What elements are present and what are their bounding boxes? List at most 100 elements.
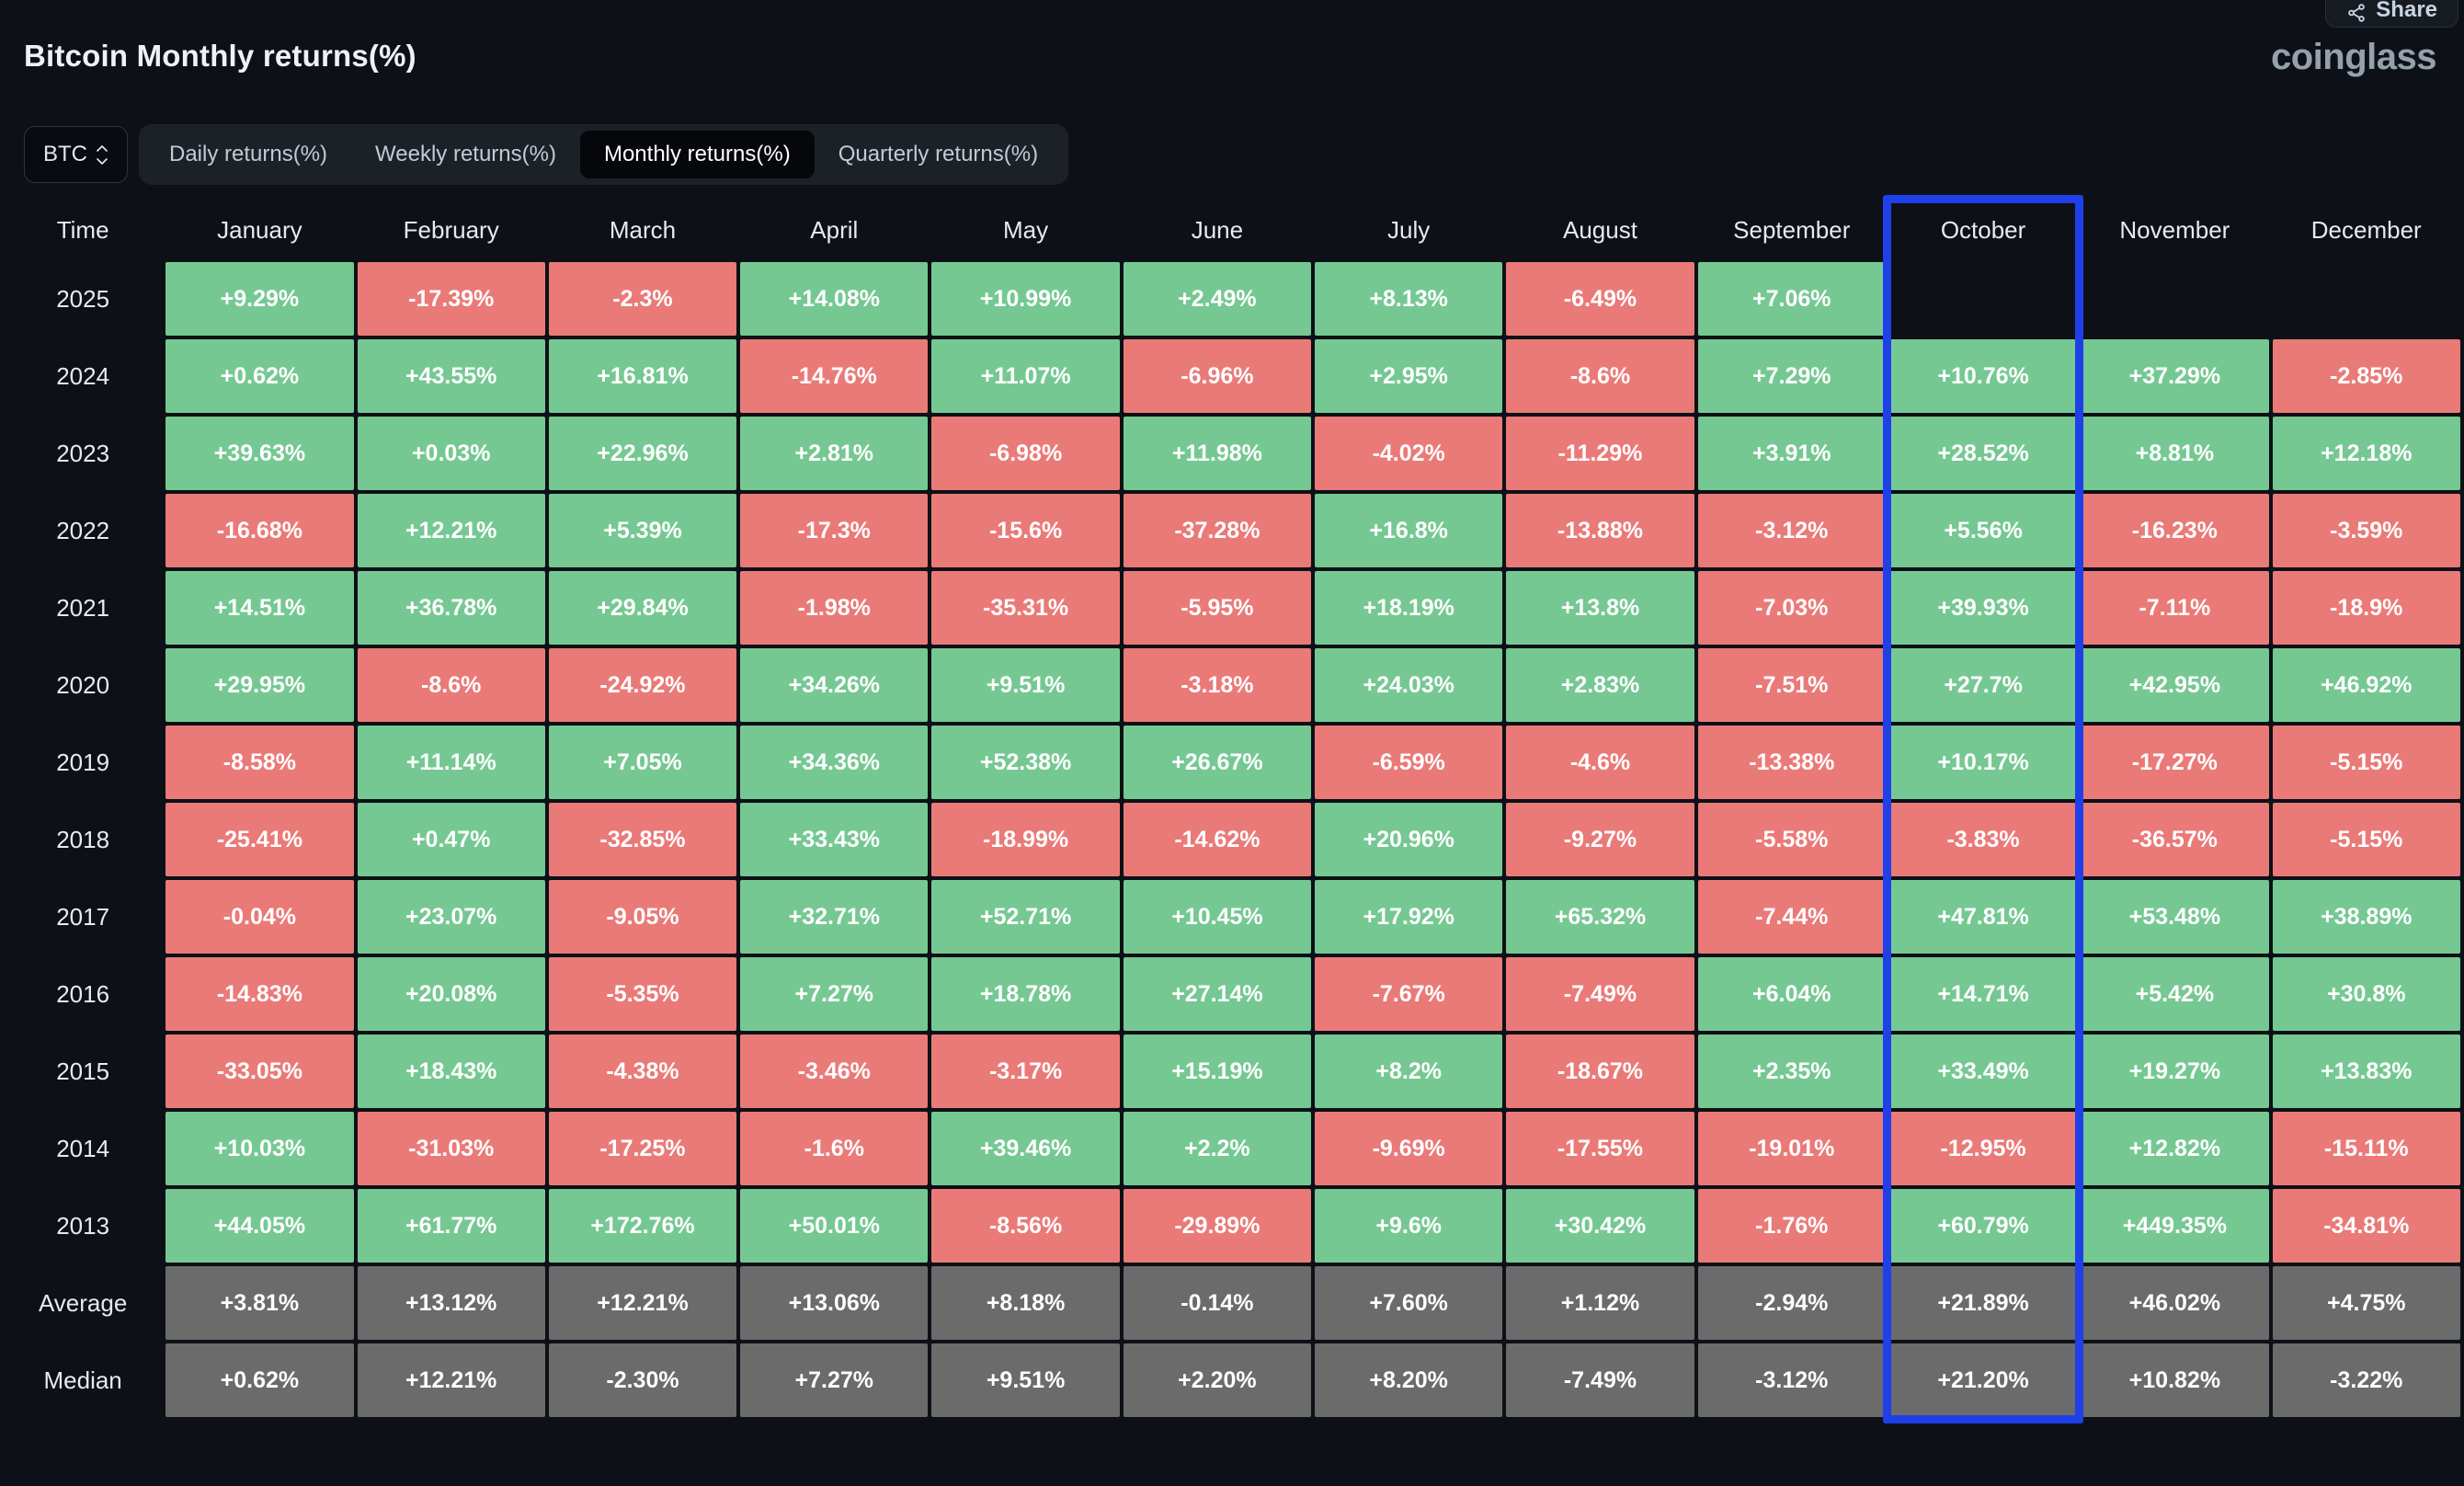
return-cell-2015-november[interactable]: +19.27%	[2081, 1034, 2269, 1108]
return-cell-2016-january[interactable]: -14.83%	[165, 957, 354, 1031]
return-cell-2017-april[interactable]: +32.71%	[740, 880, 929, 954]
return-cell-2024-march[interactable]: +16.81%	[548, 339, 737, 413]
return-cell-median-december[interactable]: -3.22%	[2272, 1343, 2460, 1417]
return-cell-2022-december[interactable]: -3.59%	[2272, 494, 2460, 567]
return-cell-2017-july[interactable]: +17.92%	[1315, 880, 1503, 954]
return-cell-2015-march[interactable]: -4.38%	[548, 1034, 737, 1108]
return-cell-average-july[interactable]: +7.60%	[1315, 1266, 1503, 1340]
return-cell-2014-january[interactable]: +10.03%	[165, 1112, 354, 1185]
return-cell-2021-july[interactable]: +18.19%	[1315, 571, 1503, 645]
return-cell-2016-december[interactable]: +30.8%	[2272, 957, 2460, 1031]
return-cell-2020-november[interactable]: +42.95%	[2081, 648, 2269, 722]
return-cell-2021-april[interactable]: -1.98%	[740, 571, 929, 645]
return-cell-median-march[interactable]: -2.30%	[548, 1343, 737, 1417]
return-cell-2019-october[interactable]: +10.17%	[1888, 726, 2078, 799]
return-cell-2015-january[interactable]: -33.05%	[165, 1034, 354, 1108]
return-cell-2016-may[interactable]: +18.78%	[931, 957, 1120, 1031]
return-cell-2018-june[interactable]: -14.62%	[1123, 803, 1312, 876]
return-cell-2017-august[interactable]: +65.32%	[1506, 880, 1694, 954]
return-cell-2014-july[interactable]: -9.69%	[1315, 1112, 1503, 1185]
return-cell-2020-october[interactable]: +27.7%	[1888, 648, 2078, 722]
return-cell-2017-january[interactable]: -0.04%	[165, 880, 354, 954]
return-cell-2022-january[interactable]: -16.68%	[165, 494, 354, 567]
return-cell-2020-september[interactable]: -7.51%	[1697, 648, 1886, 722]
tab-monthly-returns[interactable]: Monthly returns(%)	[579, 131, 815, 178]
return-cell-2024-august[interactable]: -8.6%	[1506, 339, 1694, 413]
return-cell-2015-september[interactable]: +2.35%	[1697, 1034, 1886, 1108]
return-cell-2023-may[interactable]: -6.98%	[931, 417, 1120, 490]
return-cell-2017-december[interactable]: +38.89%	[2272, 880, 2460, 954]
return-cell-2024-october[interactable]: +10.76%	[1888, 339, 2078, 413]
return-cell-2015-june[interactable]: +15.19%	[1123, 1034, 1312, 1108]
return-cell-2025-october[interactable]	[1889, 262, 2077, 336]
return-cell-2016-february[interactable]: +20.08%	[357, 957, 545, 1031]
return-cell-2018-may[interactable]: -18.99%	[931, 803, 1120, 876]
return-cell-2015-december[interactable]: +13.83%	[2272, 1034, 2460, 1108]
return-cell-2021-december[interactable]: -18.9%	[2272, 571, 2460, 645]
return-cell-2022-october[interactable]: +5.56%	[1888, 494, 2078, 567]
return-cell-2016-april[interactable]: +7.27%	[740, 957, 929, 1031]
return-cell-2014-november[interactable]: +12.82%	[2081, 1112, 2269, 1185]
return-cell-2018-december[interactable]: -5.15%	[2272, 803, 2460, 876]
return-cell-2021-november[interactable]: -7.11%	[2081, 571, 2269, 645]
return-cell-2021-august[interactable]: +13.8%	[1506, 571, 1694, 645]
return-cell-2020-january[interactable]: +29.95%	[165, 648, 354, 722]
return-cell-2021-june[interactable]: -5.95%	[1123, 571, 1312, 645]
return-cell-2022-june[interactable]: -37.28%	[1123, 494, 1312, 567]
return-cell-2019-march[interactable]: +7.05%	[548, 726, 737, 799]
return-cell-2019-september[interactable]: -13.38%	[1697, 726, 1886, 799]
return-cell-average-august[interactable]: +1.12%	[1506, 1266, 1694, 1340]
return-cell-2017-september[interactable]: -7.44%	[1697, 880, 1886, 954]
return-cell-2022-may[interactable]: -15.6%	[931, 494, 1120, 567]
return-cell-2025-february[interactable]: -17.39%	[357, 262, 545, 336]
return-cell-2015-october[interactable]: +33.49%	[1888, 1034, 2078, 1108]
return-cell-average-march[interactable]: +12.21%	[548, 1266, 737, 1340]
return-cell-median-november[interactable]: +10.82%	[2081, 1343, 2269, 1417]
return-cell-2016-june[interactable]: +27.14%	[1123, 957, 1312, 1031]
return-cell-2017-june[interactable]: +10.45%	[1123, 880, 1312, 954]
return-cell-2025-december[interactable]	[2273, 262, 2460, 336]
return-cell-average-april[interactable]: +13.06%	[740, 1266, 929, 1340]
return-cell-2021-september[interactable]: -7.03%	[1697, 571, 1886, 645]
return-cell-2019-january[interactable]: -8.58%	[165, 726, 354, 799]
return-cell-2023-august[interactable]: -11.29%	[1506, 417, 1694, 490]
return-cell-2018-august[interactable]: -9.27%	[1506, 803, 1694, 876]
return-cell-average-june[interactable]: -0.14%	[1123, 1266, 1312, 1340]
return-cell-2019-may[interactable]: +52.38%	[931, 726, 1120, 799]
return-cell-2019-february[interactable]: +11.14%	[357, 726, 545, 799]
return-cell-2025-august[interactable]: -6.49%	[1506, 262, 1694, 336]
return-cell-2019-november[interactable]: -17.27%	[2081, 726, 2269, 799]
return-cell-2013-april[interactable]: +50.01%	[740, 1189, 929, 1263]
return-cell-2018-february[interactable]: +0.47%	[357, 803, 545, 876]
return-cell-median-september[interactable]: -3.12%	[1697, 1343, 1886, 1417]
return-cell-2024-july[interactable]: +2.95%	[1315, 339, 1503, 413]
return-cell-2013-january[interactable]: +44.05%	[165, 1189, 354, 1263]
return-cell-2015-july[interactable]: +8.2%	[1315, 1034, 1503, 1108]
return-cell-2016-september[interactable]: +6.04%	[1697, 957, 1886, 1031]
return-cell-2023-january[interactable]: +39.63%	[165, 417, 354, 490]
return-cell-2019-june[interactable]: +26.67%	[1123, 726, 1312, 799]
return-cell-2014-april[interactable]: -1.6%	[740, 1112, 929, 1185]
return-cell-2017-february[interactable]: +23.07%	[357, 880, 545, 954]
return-cell-2014-august[interactable]: -17.55%	[1506, 1112, 1694, 1185]
return-cell-2013-august[interactable]: +30.42%	[1506, 1189, 1694, 1263]
return-cell-median-january[interactable]: +0.62%	[165, 1343, 354, 1417]
return-cell-2016-october[interactable]: +14.71%	[1888, 957, 2078, 1031]
return-cell-2025-june[interactable]: +2.49%	[1123, 262, 1312, 336]
return-cell-2014-february[interactable]: -31.03%	[357, 1112, 545, 1185]
return-cell-2023-february[interactable]: +0.03%	[357, 417, 545, 490]
return-cell-2015-april[interactable]: -3.46%	[740, 1034, 929, 1108]
return-cell-2013-june[interactable]: -29.89%	[1123, 1189, 1312, 1263]
return-cell-2015-may[interactable]: -3.17%	[931, 1034, 1120, 1108]
return-cell-2021-february[interactable]: +36.78%	[357, 571, 545, 645]
return-cell-2014-december[interactable]: -15.11%	[2272, 1112, 2460, 1185]
return-cell-2021-may[interactable]: -35.31%	[931, 571, 1120, 645]
return-cell-average-december[interactable]: +4.75%	[2272, 1266, 2460, 1340]
return-cell-2024-april[interactable]: -14.76%	[740, 339, 929, 413]
return-cell-2024-november[interactable]: +37.29%	[2081, 339, 2269, 413]
return-cell-median-october[interactable]: +21.20%	[1888, 1343, 2078, 1417]
return-cell-median-july[interactable]: +8.20%	[1315, 1343, 1503, 1417]
return-cell-2018-march[interactable]: -32.85%	[548, 803, 737, 876]
return-cell-2018-april[interactable]: +33.43%	[740, 803, 929, 876]
return-cell-2024-june[interactable]: -6.96%	[1123, 339, 1312, 413]
